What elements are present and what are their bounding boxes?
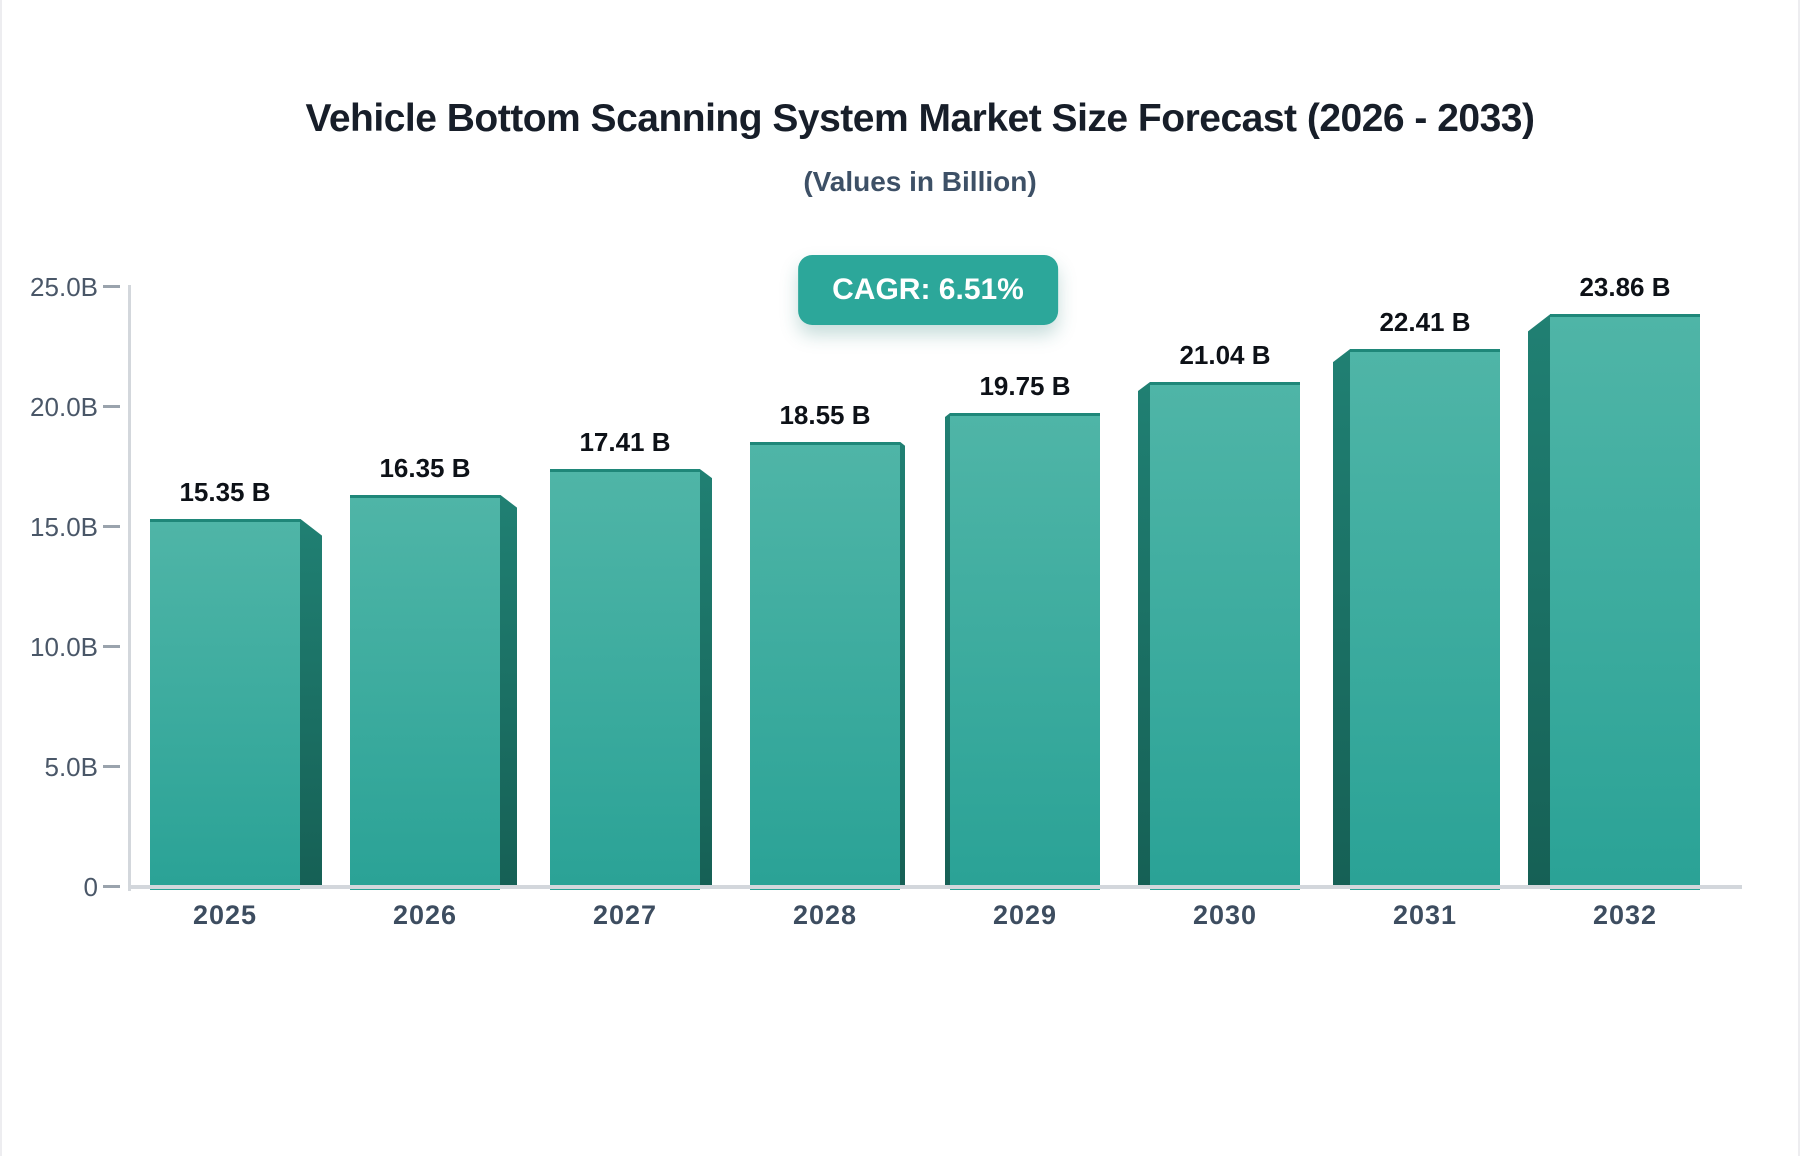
page-title: Vehicle Bottom Scanning System Market Si… bbox=[305, 97, 1535, 140]
x-tick-label: 2030 bbox=[1192, 900, 1258, 930]
x-tick-label: 2029 bbox=[992, 900, 1058, 930]
bar-value-label: 21.04 B bbox=[1179, 340, 1271, 371]
bar-side-2028 bbox=[900, 441, 905, 887]
bar-side-2031 bbox=[1333, 349, 1350, 887]
x-tick-label: 2032 bbox=[1592, 900, 1658, 930]
x-tick-label: 2026 bbox=[392, 900, 458, 930]
bar-2025 bbox=[150, 518, 300, 890]
y-axis-line bbox=[128, 285, 131, 891]
bar-value-label: 16.35 B bbox=[379, 452, 471, 483]
bar-2028 bbox=[750, 441, 900, 890]
chart-subtitle: (Values in Billion) bbox=[803, 166, 1037, 197]
bar-value-label: 15.35 B bbox=[179, 476, 271, 507]
bar-value-label: 23.86 B bbox=[1579, 272, 1671, 303]
bar-side-2026 bbox=[500, 494, 517, 887]
y-tick-label: 25.0B bbox=[30, 272, 98, 302]
bar-2030 bbox=[1150, 382, 1300, 890]
x-tick-label: 2025 bbox=[192, 900, 258, 930]
bar-value-label: 18.55 B bbox=[779, 399, 871, 430]
bar-2031 bbox=[1350, 349, 1500, 890]
screen-edge-left bbox=[0, 0, 2, 1156]
x-tick-label: 2027 bbox=[592, 900, 658, 930]
bar-2026 bbox=[350, 494, 500, 890]
bar-value-label: 22.41 B bbox=[1379, 307, 1471, 338]
y-tick-label: 0 bbox=[83, 872, 98, 902]
y-tick-mark bbox=[103, 645, 120, 648]
screen-edge-right bbox=[1798, 0, 1800, 1156]
bar-side-2025 bbox=[300, 518, 322, 887]
bar-value-label: 19.75 B bbox=[979, 371, 1071, 401]
bar-2027 bbox=[550, 469, 700, 890]
bar-2032 bbox=[1550, 314, 1700, 890]
x-tick-label: 2031 bbox=[1392, 900, 1458, 930]
bar-side-2027 bbox=[700, 469, 712, 887]
y-tick-label: 5.0B bbox=[44, 752, 99, 782]
y-tick-label: 20.0B bbox=[30, 392, 98, 422]
bar-value-label: 17.41 B bbox=[579, 427, 671, 458]
bar-2029 bbox=[950, 413, 1100, 890]
cagr-badge: CAGR: 6.51% bbox=[798, 255, 1058, 325]
x-tick-label: 2028 bbox=[792, 900, 858, 930]
bar-side-2032 bbox=[1528, 314, 1550, 887]
y-tick-mark bbox=[103, 885, 120, 888]
y-tick-mark bbox=[103, 525, 120, 528]
y-tick-mark bbox=[103, 285, 120, 288]
y-tick-label: 15.0B bbox=[30, 512, 98, 542]
bar-side-2030 bbox=[1138, 382, 1150, 887]
bar-side-2029 bbox=[945, 413, 950, 887]
y-tick-mark bbox=[103, 405, 120, 408]
x-axis-line bbox=[128, 885, 1742, 889]
y-tick-label: 10.0B bbox=[30, 632, 98, 662]
y-tick-mark bbox=[103, 765, 120, 768]
